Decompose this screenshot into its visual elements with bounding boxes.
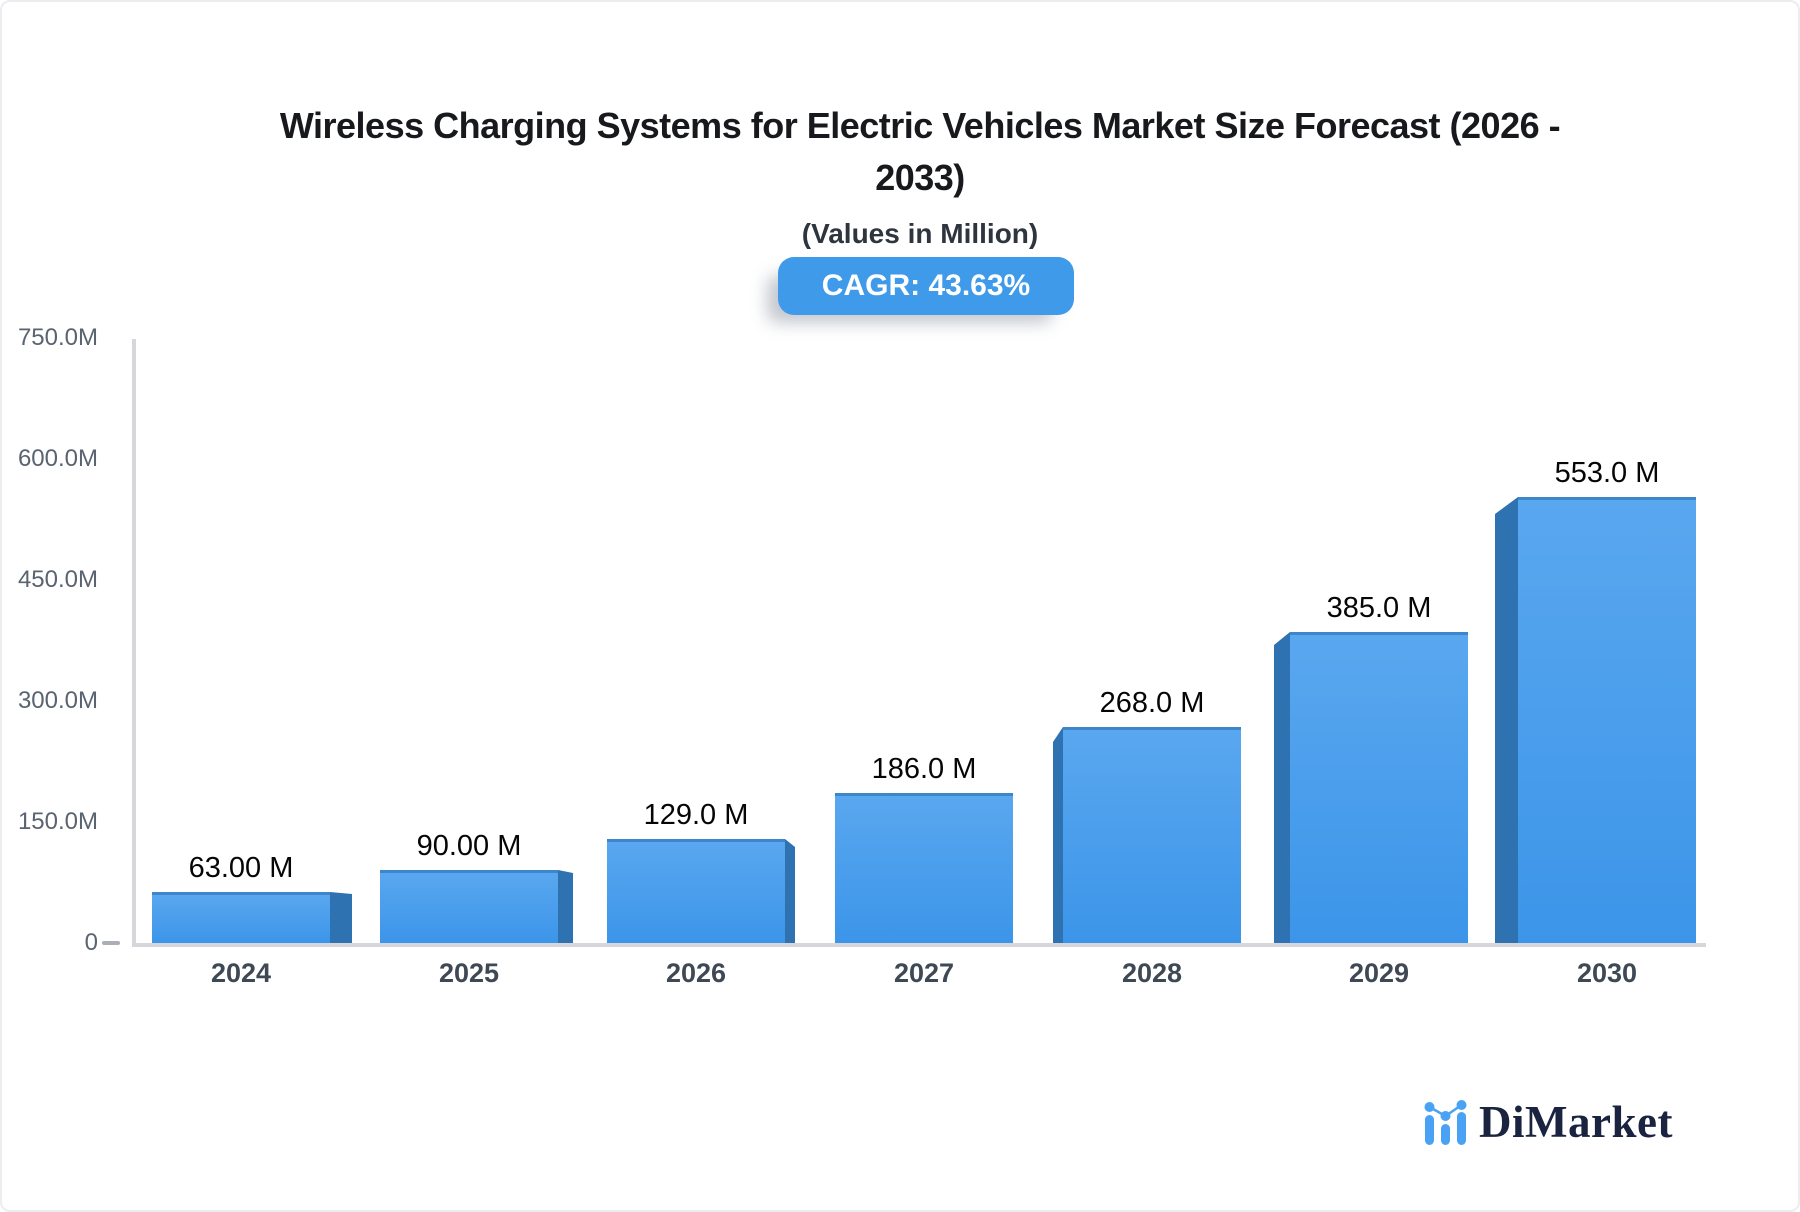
bar-value-label-2029: 385.0 M [1326, 592, 1432, 624]
bar-value-label-2030: 553.0 M [1554, 457, 1660, 489]
x-axis-label-2029: 2029 [1348, 958, 1410, 988]
x-axis-label-2024: 2024 [210, 958, 272, 988]
chart-title-line1: Wireless Charging Systems for Electric V… [279, 105, 1561, 146]
bar-value-label-2026: 129.0 M [643, 799, 749, 831]
x-axis-label-2026: 2026 [665, 958, 727, 988]
y-axis-tick-label: 750.0M [17, 324, 98, 351]
bar-value-label-2028: 268.0 M [1099, 687, 1205, 719]
bar-value-label-2025: 90.00 M [416, 830, 522, 862]
bar-side-face-2029 [1274, 632, 1290, 943]
cagr-badge: CAGR: 43.63% [778, 257, 1074, 315]
bar-2027[interactable] [835, 793, 1013, 943]
bar-2026[interactable] [607, 839, 785, 943]
dimarket-icon [1424, 1099, 1467, 1145]
chart-title-line2: 2033) [875, 157, 965, 198]
y-axis-tick-label: 0 [84, 929, 98, 956]
bar-2028[interactable] [1063, 727, 1241, 943]
y-axis-tick-label: 600.0M [17, 445, 98, 472]
bar-2029[interactable] [1290, 632, 1468, 943]
x-axis-line [132, 943, 1706, 947]
bar-side-face-2024 [330, 892, 352, 943]
y-axis-tick-label: 150.0M [17, 808, 98, 835]
y-axis-line [132, 339, 136, 947]
bar-side-face-2028 [1053, 727, 1063, 943]
bar-2024[interactable] [152, 892, 330, 943]
bar-2025[interactable] [380, 870, 558, 943]
bar-2030[interactable] [1518, 497, 1696, 943]
x-axis-label-2027: 2027 [893, 958, 955, 988]
x-axis-label-2028: 2028 [1121, 958, 1183, 988]
y-axis-tick-label: 300.0M [17, 687, 98, 714]
brand-name: DiMarket [1479, 1097, 1673, 1147]
bar-side-face-2026 [785, 839, 795, 943]
y-axis-tick-label: 450.0M [17, 566, 98, 593]
bar-value-label-2027: 186.0 M [871, 753, 977, 785]
brand-logo: DiMarket [1424, 1096, 1673, 1148]
bar-value-label-2024: 63.00 M [188, 852, 294, 884]
x-axis-label-2030: 2030 [1576, 958, 1638, 988]
bar-side-face-2025 [558, 870, 573, 943]
bar-side-face-2030 [1495, 497, 1518, 943]
x-axis-label-2025: 2025 [438, 958, 500, 988]
y-axis-zero-tick [102, 941, 120, 945]
chart-title: Wireless Charging Systems for Electric V… [132, 100, 1708, 204]
chart-subtitle: (Values in Million) [801, 218, 1039, 249]
